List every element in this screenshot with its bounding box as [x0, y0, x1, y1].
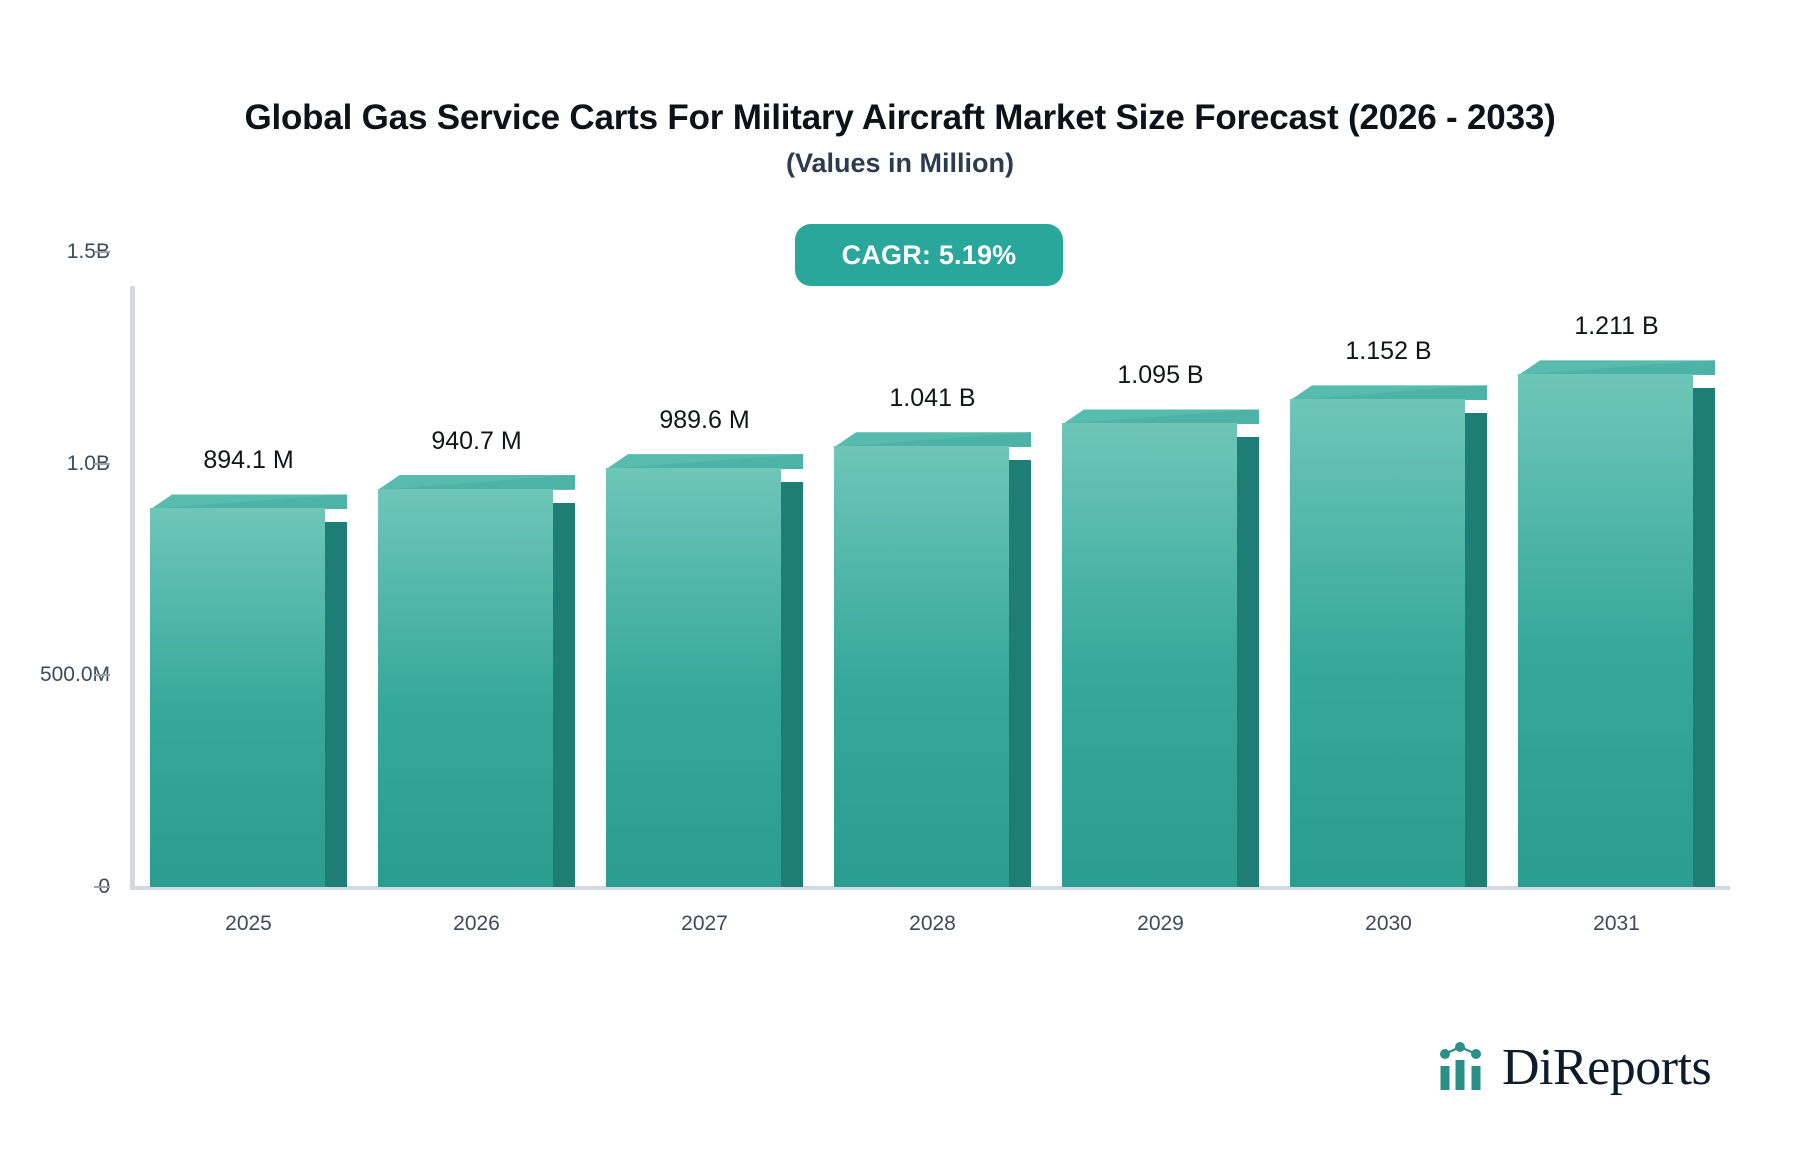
bar-value-label: 940.7 M — [431, 426, 522, 455]
bar-front-face — [1062, 423, 1237, 887]
bar-value-label: 989.6 M — [659, 406, 750, 435]
y-axis-tick-label: 1.0B — [66, 451, 110, 475]
direports-logo: DiReports — [1438, 1038, 1712, 1096]
bar-front-face — [834, 446, 1009, 887]
bar-top-face — [1518, 360, 1715, 376]
bar-side-face — [553, 502, 575, 887]
bar-side-face — [1009, 460, 1031, 887]
logo-text: DiReports — [1502, 1038, 1712, 1096]
bar-side-face — [325, 522, 347, 887]
y-axis-tick-mark — [94, 886, 110, 888]
page-title: Global Gas Service Carts For Military Ai… — [244, 98, 1556, 137]
x-axis-tick-label: 2030 — [1365, 912, 1412, 935]
x-axis-tick-label: 2026 — [453, 912, 500, 935]
bar-side-face — [1237, 437, 1259, 887]
bar-chart-icon — [1440, 1042, 1481, 1090]
bar-front-face — [378, 488, 553, 887]
bar-top-face — [1290, 385, 1487, 401]
bar[interactable] — [1062, 409, 1259, 887]
bar-side-face — [1465, 413, 1487, 887]
cagr-badge: CAGR: 5.19% — [795, 224, 1063, 286]
bar-top-face — [606, 454, 803, 470]
bar[interactable] — [834, 432, 1031, 887]
bar[interactable] — [1290, 385, 1487, 887]
cagr-badge-label: CAGR: 5.19% — [841, 239, 1017, 270]
x-axis-line — [130, 886, 1730, 890]
bar-front-face — [1290, 399, 1465, 887]
bar[interactable] — [1518, 360, 1715, 887]
x-axis-tick-label: 2031 — [1593, 912, 1640, 935]
bar[interactable] — [606, 454, 803, 887]
x-axis-tick-label: 2029 — [1137, 912, 1184, 935]
y-axis-tick-mark — [94, 674, 110, 677]
bar-value-label: 1.152 B — [1345, 337, 1432, 366]
bar-value-label: 1.211 B — [1574, 312, 1659, 341]
y-axis-tick-label: 500.0M — [39, 663, 110, 687]
bar[interactable] — [150, 494, 347, 887]
bar-front-face — [1518, 374, 1693, 887]
bar-top-face — [1062, 409, 1259, 425]
bar-front-face — [150, 508, 325, 887]
bar-value-label: 894.1 M — [203, 446, 294, 475]
bar-value-label: 1.095 B — [1117, 361, 1204, 390]
bar-side-face — [781, 482, 803, 887]
bar-side-face — [1693, 388, 1715, 887]
chart-subtitle: (Values in Million) — [785, 148, 1015, 178]
bar[interactable] — [378, 474, 575, 887]
bar-top-face — [378, 474, 575, 490]
y-axis-tick-label: 1.5B — [66, 240, 110, 263]
x-axis-tick-label: 2027 — [681, 912, 728, 935]
y-axis-tick-mark — [94, 251, 110, 253]
y-axis-tick-mark — [94, 462, 110, 465]
bar-front-face — [606, 468, 781, 887]
x-axis-tick-label: 2025 — [225, 912, 272, 935]
bar-top-face — [834, 432, 1031, 448]
x-axis-tick-label: 2028 — [909, 912, 956, 935]
y-axis-line — [130, 286, 135, 890]
bar-value-label: 1.041 B — [889, 384, 976, 413]
bar-top-face — [150, 494, 347, 510]
